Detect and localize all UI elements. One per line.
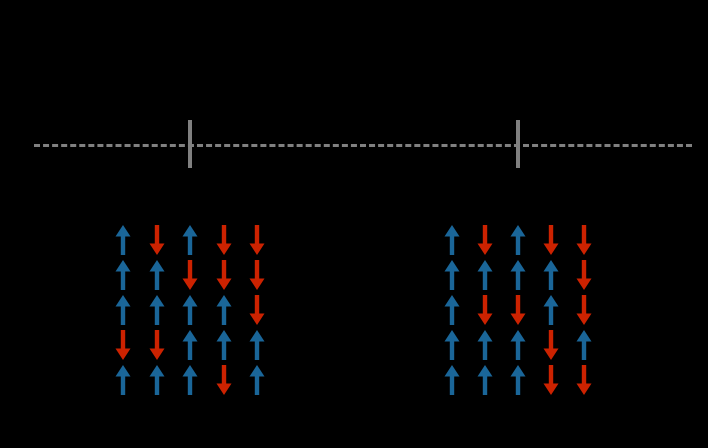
spin-down-arrow-icon	[473, 295, 497, 325]
spin-down-arrow-icon	[539, 365, 563, 395]
spin-up-arrow-icon	[111, 295, 135, 325]
spin-up-arrow-icon	[539, 295, 563, 325]
spin-down-arrow-icon	[245, 260, 269, 290]
spin-down-arrow-icon	[212, 260, 236, 290]
spin-up-arrow-icon	[111, 365, 135, 395]
spin-up-arrow-icon	[111, 260, 135, 290]
spin-up-arrow-icon	[440, 295, 464, 325]
spin-up-arrow-icon	[178, 295, 202, 325]
spin-up-arrow-icon	[440, 365, 464, 395]
spin-up-arrow-icon	[440, 330, 464, 360]
horizontal-dashed-axis	[34, 144, 692, 147]
spin-up-arrow-icon	[440, 225, 464, 255]
spin-down-arrow-icon	[473, 225, 497, 255]
spin-down-arrow-icon	[572, 365, 596, 395]
spin-down-arrow-icon	[145, 330, 169, 360]
spin-up-arrow-icon	[145, 365, 169, 395]
spin-up-arrow-icon	[440, 260, 464, 290]
spin-down-arrow-icon	[572, 295, 596, 325]
spin-down-arrow-icon	[245, 225, 269, 255]
spin-up-arrow-icon	[572, 330, 596, 360]
spin-up-arrow-icon	[178, 225, 202, 255]
spin-up-arrow-icon	[212, 330, 236, 360]
spin-down-arrow-icon	[572, 260, 596, 290]
spin-down-arrow-icon	[145, 225, 169, 255]
spin-down-arrow-icon	[539, 225, 563, 255]
spin-up-arrow-icon	[111, 225, 135, 255]
spin-up-arrow-icon	[506, 260, 530, 290]
spin-down-arrow-icon	[506, 295, 530, 325]
spin-up-arrow-icon	[212, 295, 236, 325]
spin-up-arrow-icon	[506, 365, 530, 395]
spin-down-arrow-icon	[111, 330, 135, 360]
spin-up-arrow-icon	[178, 330, 202, 360]
spin-up-arrow-icon	[473, 260, 497, 290]
spin-down-arrow-icon	[178, 260, 202, 290]
spin-up-arrow-icon	[245, 330, 269, 360]
spin-down-arrow-icon	[212, 225, 236, 255]
spin-down-arrow-icon	[539, 330, 563, 360]
spin-down-arrow-icon	[212, 365, 236, 395]
spin-up-arrow-icon	[145, 260, 169, 290]
tick-mark-right	[516, 120, 520, 168]
spin-up-arrow-icon	[473, 330, 497, 360]
spin-up-arrow-icon	[506, 330, 530, 360]
spin-down-arrow-icon	[245, 295, 269, 325]
spin-up-arrow-icon	[145, 295, 169, 325]
spin-up-arrow-icon	[245, 365, 269, 395]
spin-up-arrow-icon	[178, 365, 202, 395]
spin-up-arrow-icon	[473, 365, 497, 395]
spin-up-arrow-icon	[539, 260, 563, 290]
tick-mark-left	[188, 120, 192, 168]
spin-up-arrow-icon	[506, 225, 530, 255]
spin-down-arrow-icon	[572, 225, 596, 255]
